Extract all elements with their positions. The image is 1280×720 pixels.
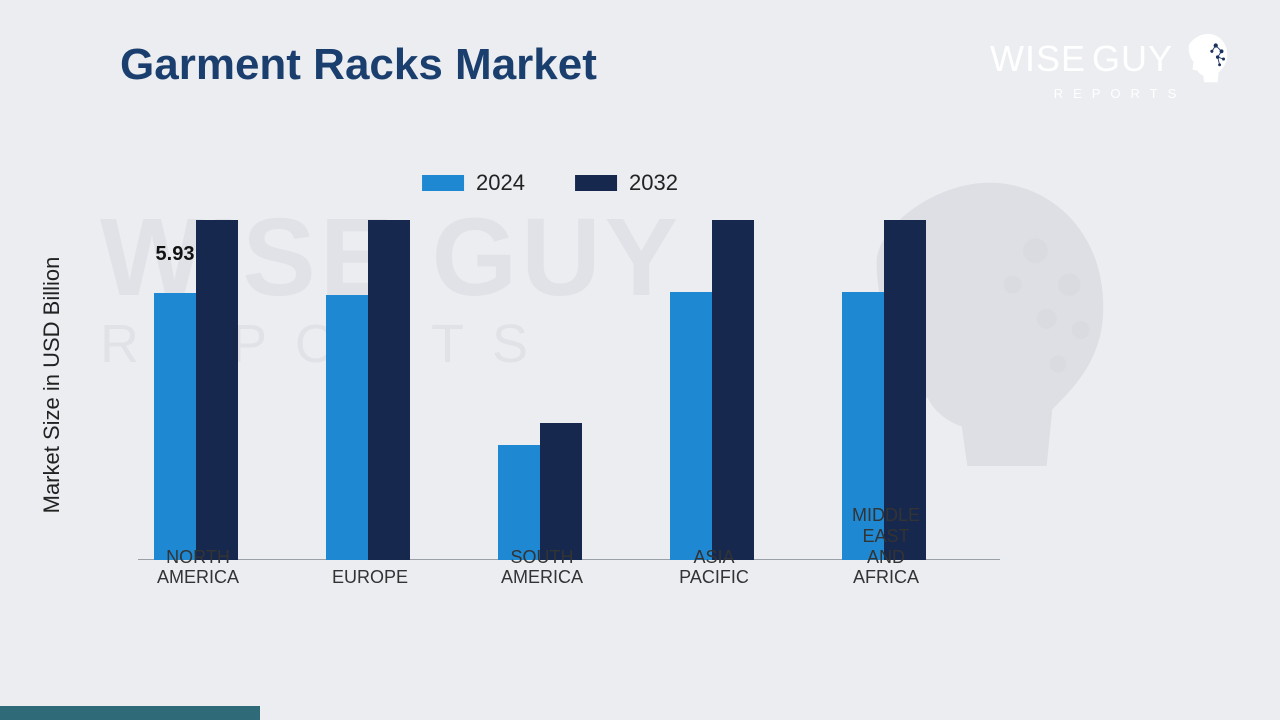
legend-item-2032: 2032 <box>575 170 678 196</box>
bar-2024 <box>326 295 368 561</box>
bar-2032 <box>368 220 410 560</box>
bar-value-label: 5.93 <box>156 243 195 266</box>
category-label: SOUTH AMERICA <box>501 547 583 588</box>
bar-2032 <box>540 423 582 560</box>
chart-legend: 2024 2032 <box>422 170 678 196</box>
legend-label: 2024 <box>476 170 525 196</box>
brand-word-2: GUY <box>1092 38 1173 80</box>
bar-2032 <box>712 220 754 560</box>
legend-swatch <box>422 175 464 191</box>
brand-word-1: WISE <box>990 38 1086 80</box>
brand-logo: WISE GUY REPORTS <box>990 30 1250 101</box>
bar-2024 <box>154 293 196 560</box>
bar-2024 <box>498 445 540 560</box>
chart-area: Market Size in USD Billion 20242032 5.93… <box>100 170 1000 600</box>
brand-head-icon <box>1179 30 1237 88</box>
legend-item-2024: 2024 <box>422 170 525 196</box>
category-label: EUROPE <box>332 567 408 588</box>
footer-strip <box>0 706 260 720</box>
chart-title: Garment Racks Market <box>120 40 597 90</box>
bar-2032 <box>196 220 238 560</box>
stage: Garment Racks Market WISE GUY REPORTS WI… <box>0 0 1280 720</box>
brand-logo-text: WISE GUY <box>990 30 1250 88</box>
y-axis-label: Market Size in USD Billion <box>39 257 65 514</box>
bar-2024 <box>670 292 712 560</box>
brand-subtext: REPORTS <box>990 86 1250 101</box>
category-label: NORTH AMERICA <box>157 547 239 588</box>
category-label: ASIA PACIFIC <box>679 547 749 588</box>
chart-plot: 5.93NORTH AMERICAEUROPESOUTH AMERICAASIA… <box>138 200 1000 560</box>
category-label: MIDDLE EAST AND AFRICA <box>852 505 920 588</box>
legend-swatch <box>575 175 617 191</box>
legend-label: 2032 <box>629 170 678 196</box>
